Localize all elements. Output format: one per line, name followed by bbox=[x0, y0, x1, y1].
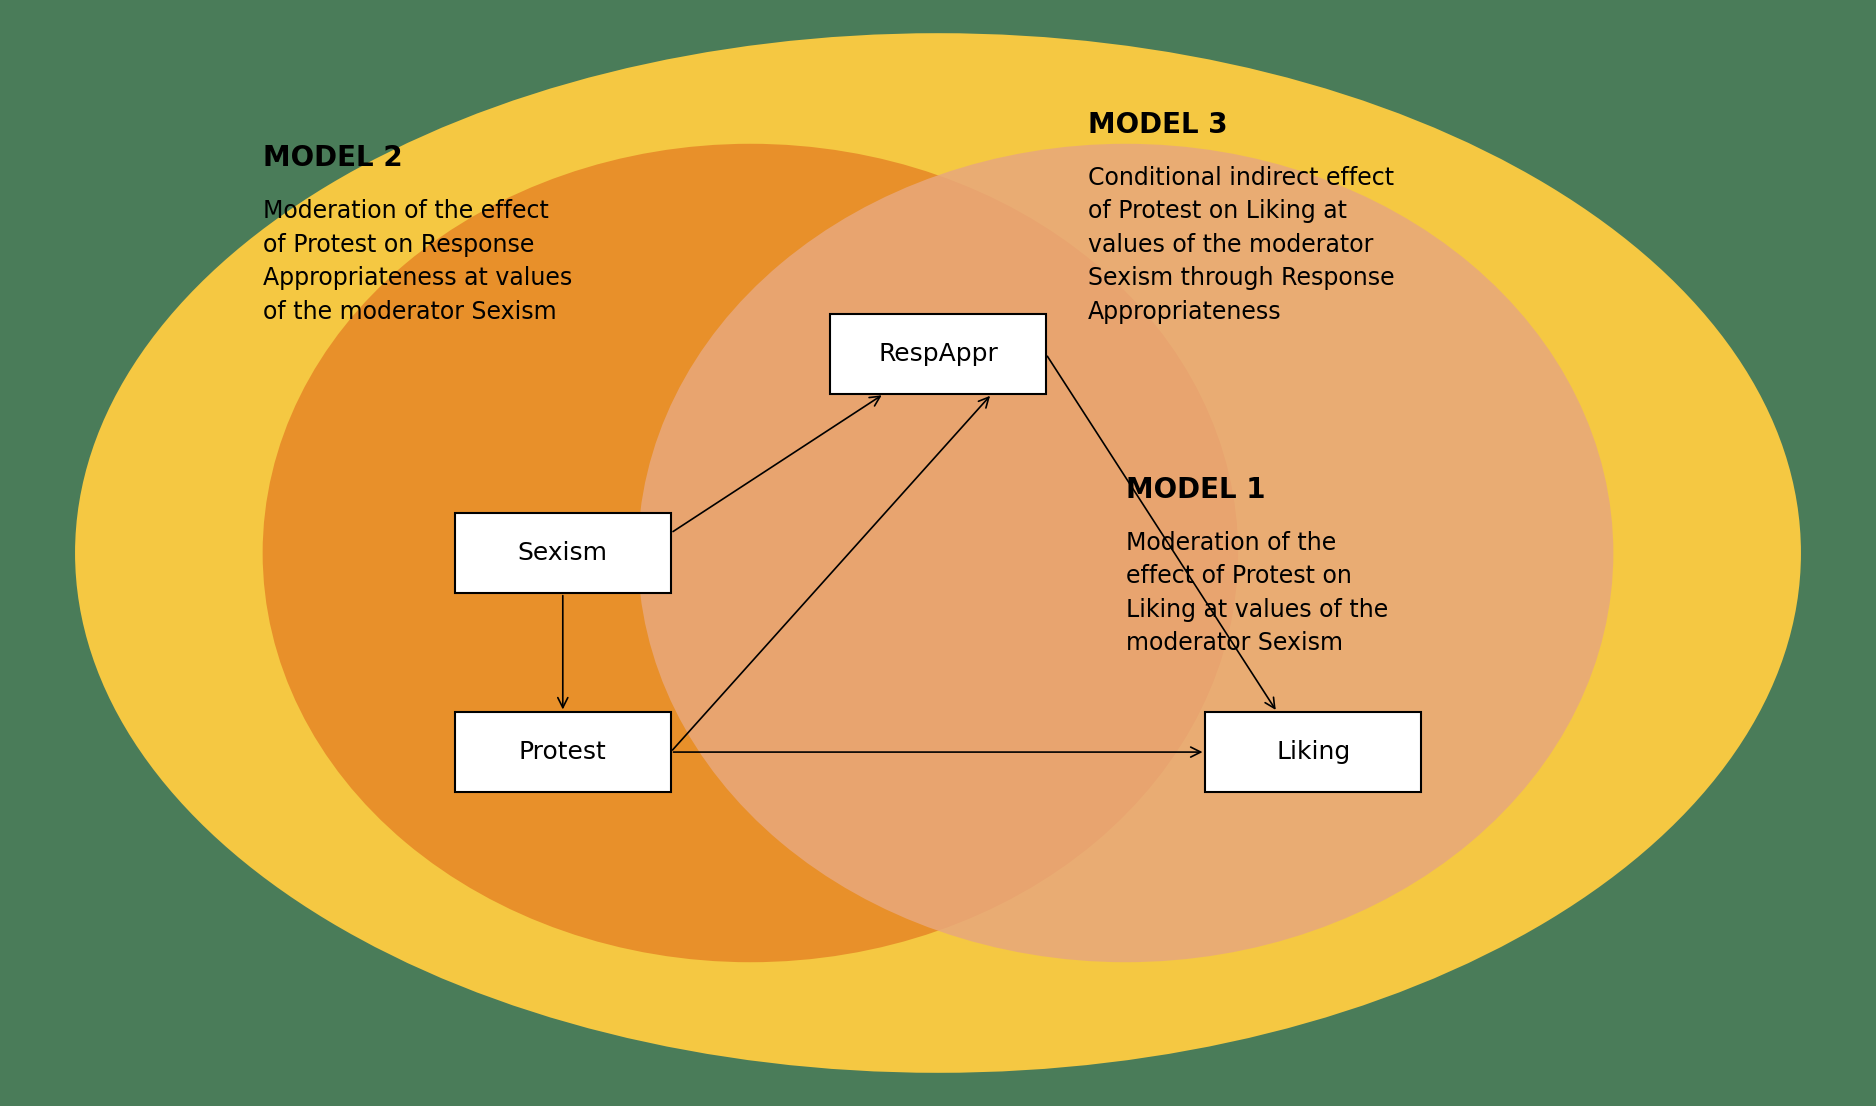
Text: Conditional indirect effect
of Protest on Liking at
values of the moderator
Sexi: Conditional indirect effect of Protest o… bbox=[1088, 166, 1394, 324]
Text: Moderation of the effect
of Protest on Response
Appropriateness at values
of the: Moderation of the effect of Protest on R… bbox=[263, 199, 572, 324]
Text: Moderation of the
effect of Protest on
Liking at values of the
moderator Sexism: Moderation of the effect of Protest on L… bbox=[1126, 531, 1388, 656]
Text: MODEL 1: MODEL 1 bbox=[1126, 476, 1264, 503]
Text: RespAppr: RespAppr bbox=[878, 342, 998, 366]
FancyBboxPatch shape bbox=[1204, 712, 1422, 792]
Ellipse shape bbox=[638, 144, 1613, 962]
Text: Sexism: Sexism bbox=[518, 541, 608, 565]
Text: Liking: Liking bbox=[1276, 740, 1351, 764]
FancyBboxPatch shape bbox=[454, 712, 672, 792]
Text: MODEL 2: MODEL 2 bbox=[263, 144, 401, 171]
Text: Protest: Protest bbox=[520, 740, 606, 764]
FancyBboxPatch shape bbox=[829, 314, 1045, 394]
Text: MODEL 3: MODEL 3 bbox=[1088, 111, 1227, 138]
FancyBboxPatch shape bbox=[454, 513, 672, 593]
Ellipse shape bbox=[263, 144, 1238, 962]
Ellipse shape bbox=[75, 33, 1801, 1073]
